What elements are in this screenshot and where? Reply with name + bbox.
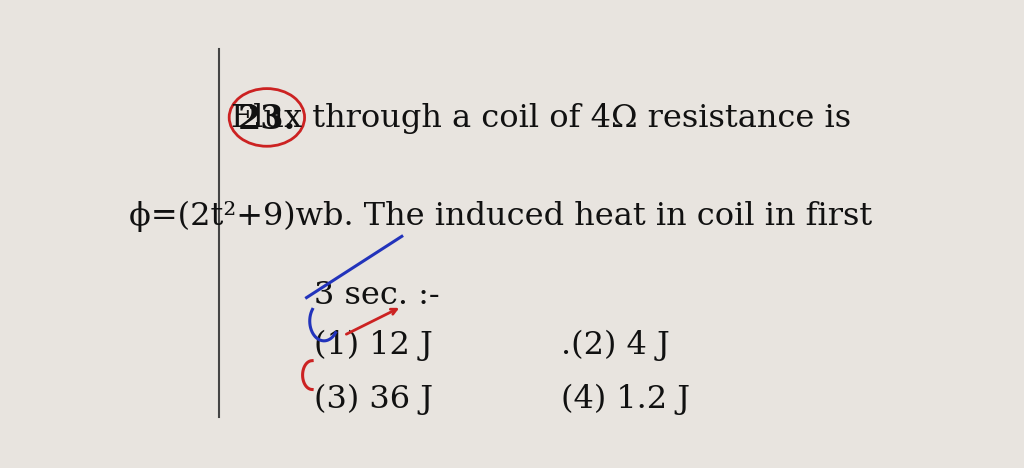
Text: 3 sec. :-: 3 sec. :- [314, 279, 440, 311]
Text: (1) 12 J: (1) 12 J [314, 330, 433, 361]
Text: Flux through a coil of 4Ω resistance is: Flux through a coil of 4Ω resistance is [230, 103, 851, 134]
Text: (4) 1.2 J: (4) 1.2 J [560, 384, 689, 415]
Text: .(2) 4 J: .(2) 4 J [560, 330, 670, 361]
Text: (3) 36 J: (3) 36 J [314, 384, 433, 415]
Text: 23.: 23. [238, 103, 296, 136]
Text: ϕ=(2t²+9)wb. The induced heat in coil in first: ϕ=(2t²+9)wb. The induced heat in coil in… [129, 200, 872, 232]
